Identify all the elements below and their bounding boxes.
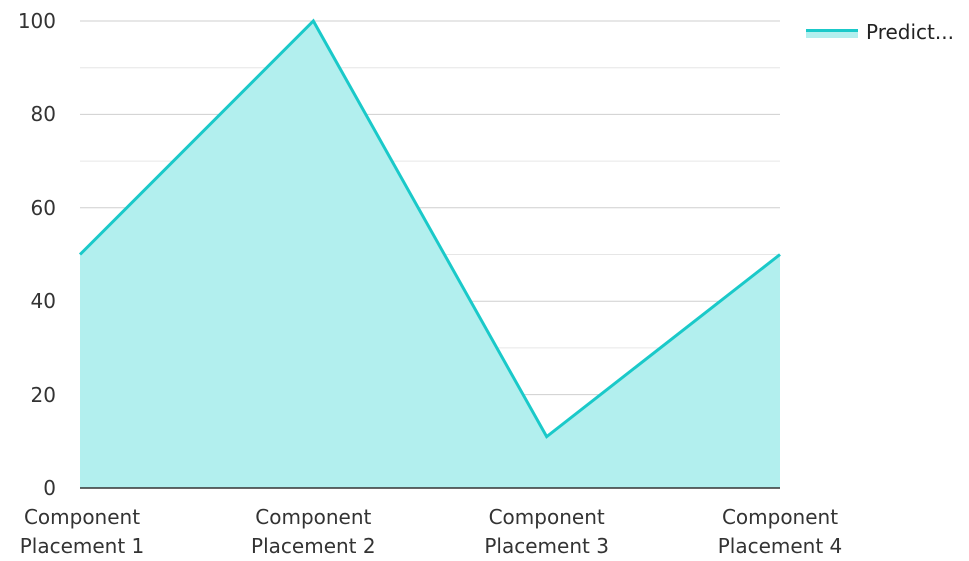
- x-tick-label: Component Placement 3: [484, 505, 609, 558]
- series-area-fill: [80, 21, 780, 488]
- y-tick-label: 100: [17, 9, 56, 33]
- y-tick-label: 80: [30, 102, 56, 127]
- x-tick-label: Component Placement 1: [19, 505, 145, 558]
- series-line: [78, 18, 781, 439]
- legend-label-series: Predict...: [866, 20, 954, 44]
- x-tick-label: Component Placement 4: [717, 505, 843, 558]
- legend[interactable]: Predict...: [806, 20, 954, 44]
- y-tick-label: 40: [30, 289, 56, 314]
- y-tick-label: 60: [30, 195, 56, 220]
- legend-swatch: [806, 26, 858, 38]
- y-tick-label: 0: [43, 476, 56, 500]
- x-tick-label: Component Placement 2: [251, 505, 376, 558]
- y-tick-label: 20: [30, 382, 56, 407]
